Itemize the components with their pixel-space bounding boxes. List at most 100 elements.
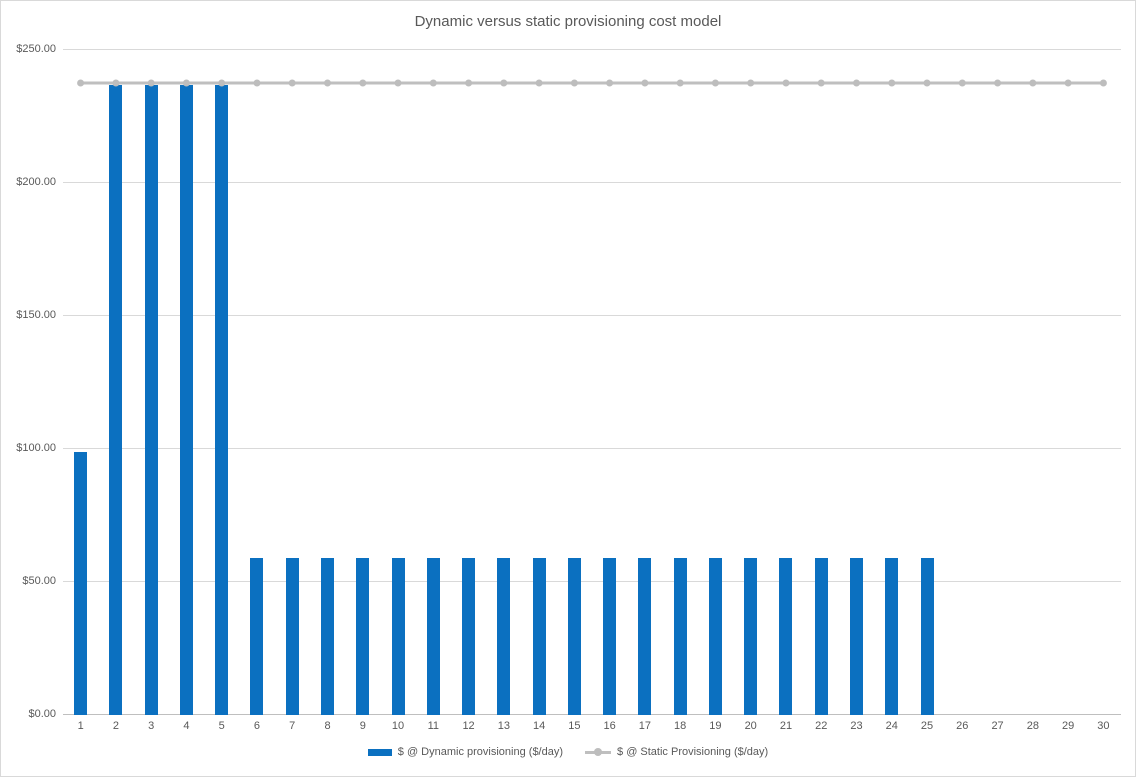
static-line-marker-icon xyxy=(676,79,684,87)
dynamic-cost-bar xyxy=(179,84,193,715)
dynamic-cost-bar xyxy=(109,84,123,715)
y-tick-label: $100.00 xyxy=(16,442,56,454)
dynamic-cost-bar xyxy=(920,558,934,715)
dynamic-cost-bar xyxy=(74,451,88,715)
static-line-marker-icon xyxy=(253,79,261,87)
dynamic-cost-bar xyxy=(462,558,476,715)
static-line-marker-icon xyxy=(147,79,155,87)
x-tick-label: 24 xyxy=(885,720,898,732)
static-line-marker-icon xyxy=(324,79,331,87)
dynamic-cost-bar xyxy=(603,558,617,715)
x-tick-label: 18 xyxy=(674,720,687,732)
legend-label-dynamic: $ @ Dynamic provisioning ($/day) xyxy=(397,746,564,758)
static-series-swatch-icon xyxy=(585,748,612,756)
x-tick-label: 9 xyxy=(359,720,366,732)
static-line-marker-icon xyxy=(711,79,719,87)
x-tick-label: 2 xyxy=(112,720,119,732)
y-tick-label: $200.00 xyxy=(16,176,56,188)
x-tick-label: 11 xyxy=(427,720,440,732)
gridline xyxy=(63,315,1121,316)
static-line-marker-icon xyxy=(359,79,367,87)
static-line-marker-icon xyxy=(77,79,85,87)
x-tick-label: 25 xyxy=(920,720,934,732)
dynamic-cost-bar xyxy=(497,558,511,715)
static-line-marker-icon xyxy=(218,79,226,87)
static-line-marker-icon xyxy=(994,79,1002,87)
static-line-marker-icon xyxy=(782,79,790,87)
dynamic-cost-bar xyxy=(356,558,370,715)
static-line-marker-icon xyxy=(394,79,402,87)
x-tick-label: 27 xyxy=(991,720,1004,732)
static-line-marker-icon xyxy=(500,79,508,87)
dynamic-cost-bar xyxy=(250,558,264,715)
y-tick-label: $250.00 xyxy=(16,43,56,55)
plot-area xyxy=(63,49,1121,715)
static-line-marker-icon xyxy=(535,79,543,87)
legend-label-static: $ @ Static Provisioning ($/day) xyxy=(617,746,769,758)
dynamic-cost-bar xyxy=(567,558,581,715)
legend-item-dynamic: $ @ Dynamic provisioning ($/day) xyxy=(367,746,564,758)
x-tick-label: 17 xyxy=(638,720,652,732)
x-tick-label: 12 xyxy=(462,720,475,732)
gridline xyxy=(63,182,1121,183)
dynamic-cost-bar xyxy=(850,558,863,715)
static-line-marker-icon xyxy=(465,79,473,87)
static-line-marker-icon xyxy=(853,79,860,87)
x-tick-label: 26 xyxy=(956,720,969,732)
x-tick-label: 3 xyxy=(148,720,155,732)
gridline xyxy=(63,581,1121,582)
dynamic-cost-bar xyxy=(285,558,299,715)
static-line-marker-icon xyxy=(747,79,755,87)
x-tick-label: 22 xyxy=(815,720,828,732)
x-tick-label: 8 xyxy=(324,720,331,732)
static-line-marker-icon xyxy=(429,79,437,87)
x-tick-label: 29 xyxy=(1061,720,1075,732)
x-tick-label: 28 xyxy=(1026,720,1039,732)
y-axis-labels: $250.00 $200.00 $150.00 $100.00 $50.00 $0.00 xyxy=(1,43,59,720)
x-tick-label: 5 xyxy=(218,720,225,732)
legend-item-static: $ @ Static Provisioning ($/day) xyxy=(585,746,768,758)
static-line-marker-icon xyxy=(182,79,190,87)
dynamic-series-swatch-icon xyxy=(367,748,392,756)
static-line-marker-icon xyxy=(1064,79,1072,87)
dynamic-cost-bar xyxy=(215,84,229,715)
static-line-marker-icon xyxy=(641,79,649,87)
static-line-marker-icon xyxy=(1029,79,1037,87)
x-tick-label: 7 xyxy=(289,720,296,732)
x-tick-label: 19 xyxy=(709,720,722,732)
gridline xyxy=(63,448,1121,449)
static-line-marker-icon xyxy=(958,79,966,87)
x-tick-label: 4 xyxy=(183,720,190,732)
y-tick-label: $150.00 xyxy=(16,309,56,321)
static-cost-line xyxy=(77,79,1107,87)
x-tick-label: 6 xyxy=(253,720,261,732)
dynamic-cost-bar xyxy=(144,84,158,715)
dynamic-cost-bar xyxy=(532,558,546,715)
dynamic-cost-bar xyxy=(673,558,687,715)
static-line-marker-icon xyxy=(570,79,578,87)
x-tick-label: 13 xyxy=(497,720,510,732)
y-tick-label: $0.00 xyxy=(28,708,56,720)
x-tick-label: 30 xyxy=(1097,720,1110,732)
static-line-marker-icon xyxy=(606,79,614,87)
x-axis-line xyxy=(63,714,1121,715)
dynamic-cost-bar xyxy=(885,558,899,715)
dynamic-cost-bar xyxy=(321,558,334,715)
static-line-marker-icon xyxy=(288,79,296,87)
x-tick-label: 15 xyxy=(568,720,581,732)
static-line-marker-icon xyxy=(888,79,896,87)
x-tick-label: 14 xyxy=(532,720,546,732)
dynamic-cost-bar xyxy=(391,558,405,715)
x-tick-label: 1 xyxy=(77,720,84,732)
dynamic-cost-bar xyxy=(426,558,440,715)
static-series-marker-icon xyxy=(594,748,603,756)
legend: $ @ Dynamic provisioning ($/day) $ @ Sta… xyxy=(1,746,1135,758)
static-line-marker-icon xyxy=(923,79,931,87)
dynamic-cost-bar xyxy=(638,558,652,715)
dynamic-cost-bar xyxy=(708,558,722,715)
dynamic-cost-bar xyxy=(814,558,828,715)
x-tick-label: 10 xyxy=(391,720,405,732)
static-line-marker-icon xyxy=(112,79,120,87)
dynamic-cost-bar xyxy=(744,558,758,715)
